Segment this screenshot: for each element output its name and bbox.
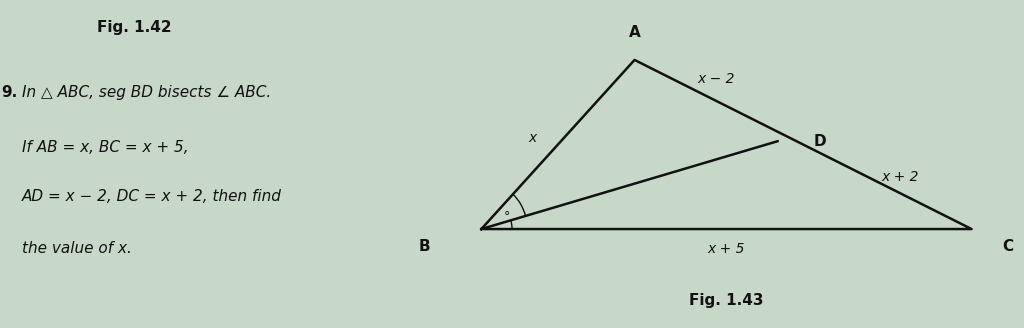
Text: x − 2: x − 2	[697, 72, 735, 87]
Text: A: A	[629, 25, 640, 40]
Text: AD = x − 2, DC = x + 2, then find: AD = x − 2, DC = x + 2, then find	[22, 189, 282, 204]
Text: B: B	[419, 239, 430, 254]
Text: x: x	[528, 131, 537, 145]
Text: D: D	[813, 134, 826, 149]
Text: 9.: 9.	[1, 85, 17, 100]
Text: the value of x.: the value of x.	[22, 241, 132, 256]
Text: °: °	[504, 210, 510, 222]
Text: If AB = x, BC = x + 5,: If AB = x, BC = x + 5,	[22, 140, 188, 155]
Text: x + 5: x + 5	[708, 241, 745, 256]
Text: x + 2: x + 2	[882, 170, 919, 184]
Text: C: C	[1002, 239, 1014, 254]
Text: Fig. 1.43: Fig. 1.43	[689, 293, 764, 308]
Text: Fig. 1.42: Fig. 1.42	[97, 20, 171, 35]
Text: In △ ABC, seg BD bisects ∠ ABC.: In △ ABC, seg BD bisects ∠ ABC.	[22, 85, 271, 100]
